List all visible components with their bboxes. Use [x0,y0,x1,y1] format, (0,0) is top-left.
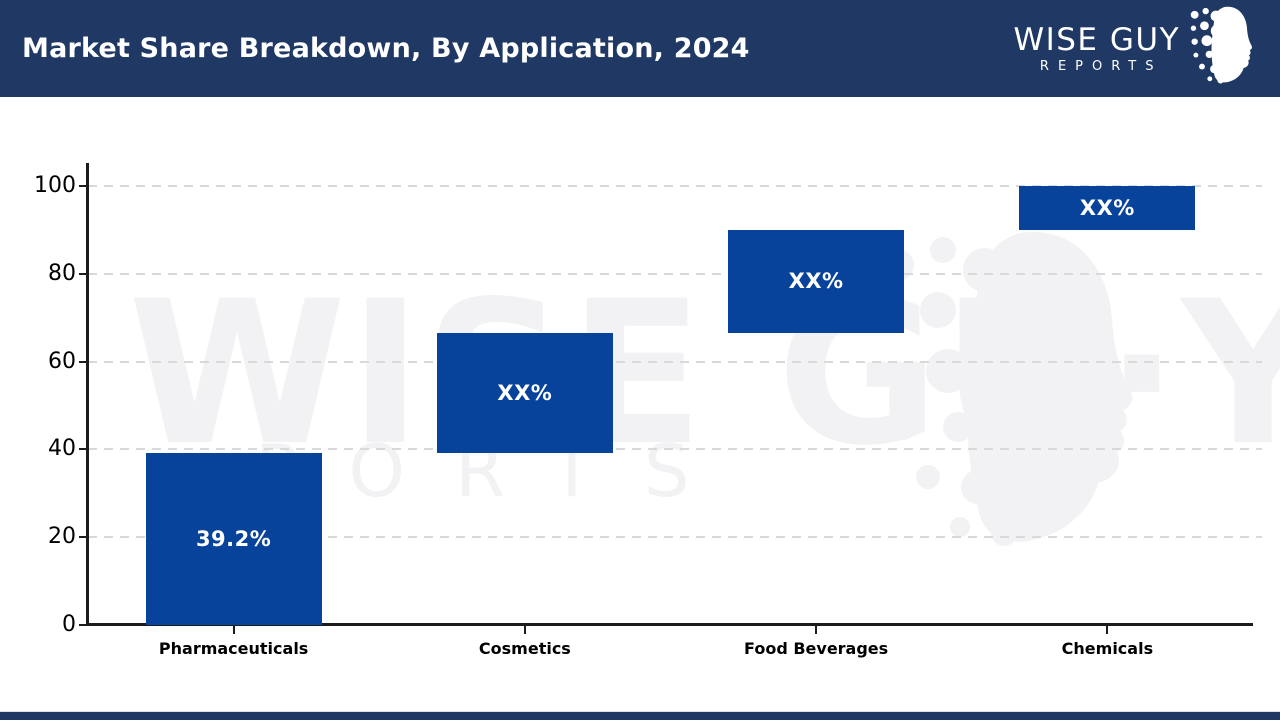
x-tick-mark [523,625,526,634]
bar-value-label: 39.2% [195,526,272,551]
bar-food-beverages: XX% [728,230,905,333]
gridline-60 [88,360,1262,363]
page-title: Market Share Breakdown, By Application, … [22,33,750,64]
chart-area: WISE GU·Y PORTS 0 20 40 60 80 100 39.2% XX% XX%… [0,97,1280,712]
watermark-head-icon [868,225,1168,585]
y-tick-label: 0 [62,612,76,637]
x-tick-mark [815,625,818,634]
x-tick-mark [1106,625,1109,634]
y-tick-label: 40 [48,436,76,462]
y-tick-label: 100 [34,173,76,198]
x-category-label: Chemicals [1061,639,1154,658]
header: Market Share Breakdown, By Application, … [0,0,1280,97]
x-category-label: Pharmaceuticals [158,639,309,658]
y-tick-mark [79,448,88,451]
gridline-20 [88,536,1262,539]
x-tick-mark [232,625,235,634]
footer-divider [0,711,1280,712]
y-tick-mark [79,185,88,187]
bar-cosmetics: XX% [436,332,613,453]
y-tick-label: 60 [48,348,76,374]
logo-text: WISE GUY REPORTS [1013,24,1180,74]
logo-subtext: REPORTS [1039,58,1163,74]
y-tick-mark [79,272,88,275]
y-tick-label: 80 [48,260,76,286]
logo-wordmark: WISE GUY [1013,22,1180,59]
bar-pharmaceuticals: 39.2% [145,452,322,625]
gridline-100 [88,185,1262,187]
y-tick-mark [79,536,88,539]
logo-head-icon [1182,5,1266,93]
x-category-label: Food Beverages [744,639,889,658]
bar-chemicals: XX% [1019,186,1196,231]
bar-value-label: XX% [497,380,553,405]
bar-value-label: XX% [1079,196,1135,221]
brand-logo: WISE GUY REPORTS [1013,4,1266,94]
bar-value-label: XX% [788,269,844,294]
y-tick-label: 20 [48,524,76,550]
y-axis-spine [86,163,89,625]
footer-bar [0,712,1280,720]
gridline-40 [88,448,1262,451]
x-axis-spine [86,623,1253,626]
gridline-80 [88,272,1262,275]
y-tick-mark [79,624,88,626]
y-tick-mark [79,360,88,363]
x-category-label: Cosmetics [478,639,571,658]
